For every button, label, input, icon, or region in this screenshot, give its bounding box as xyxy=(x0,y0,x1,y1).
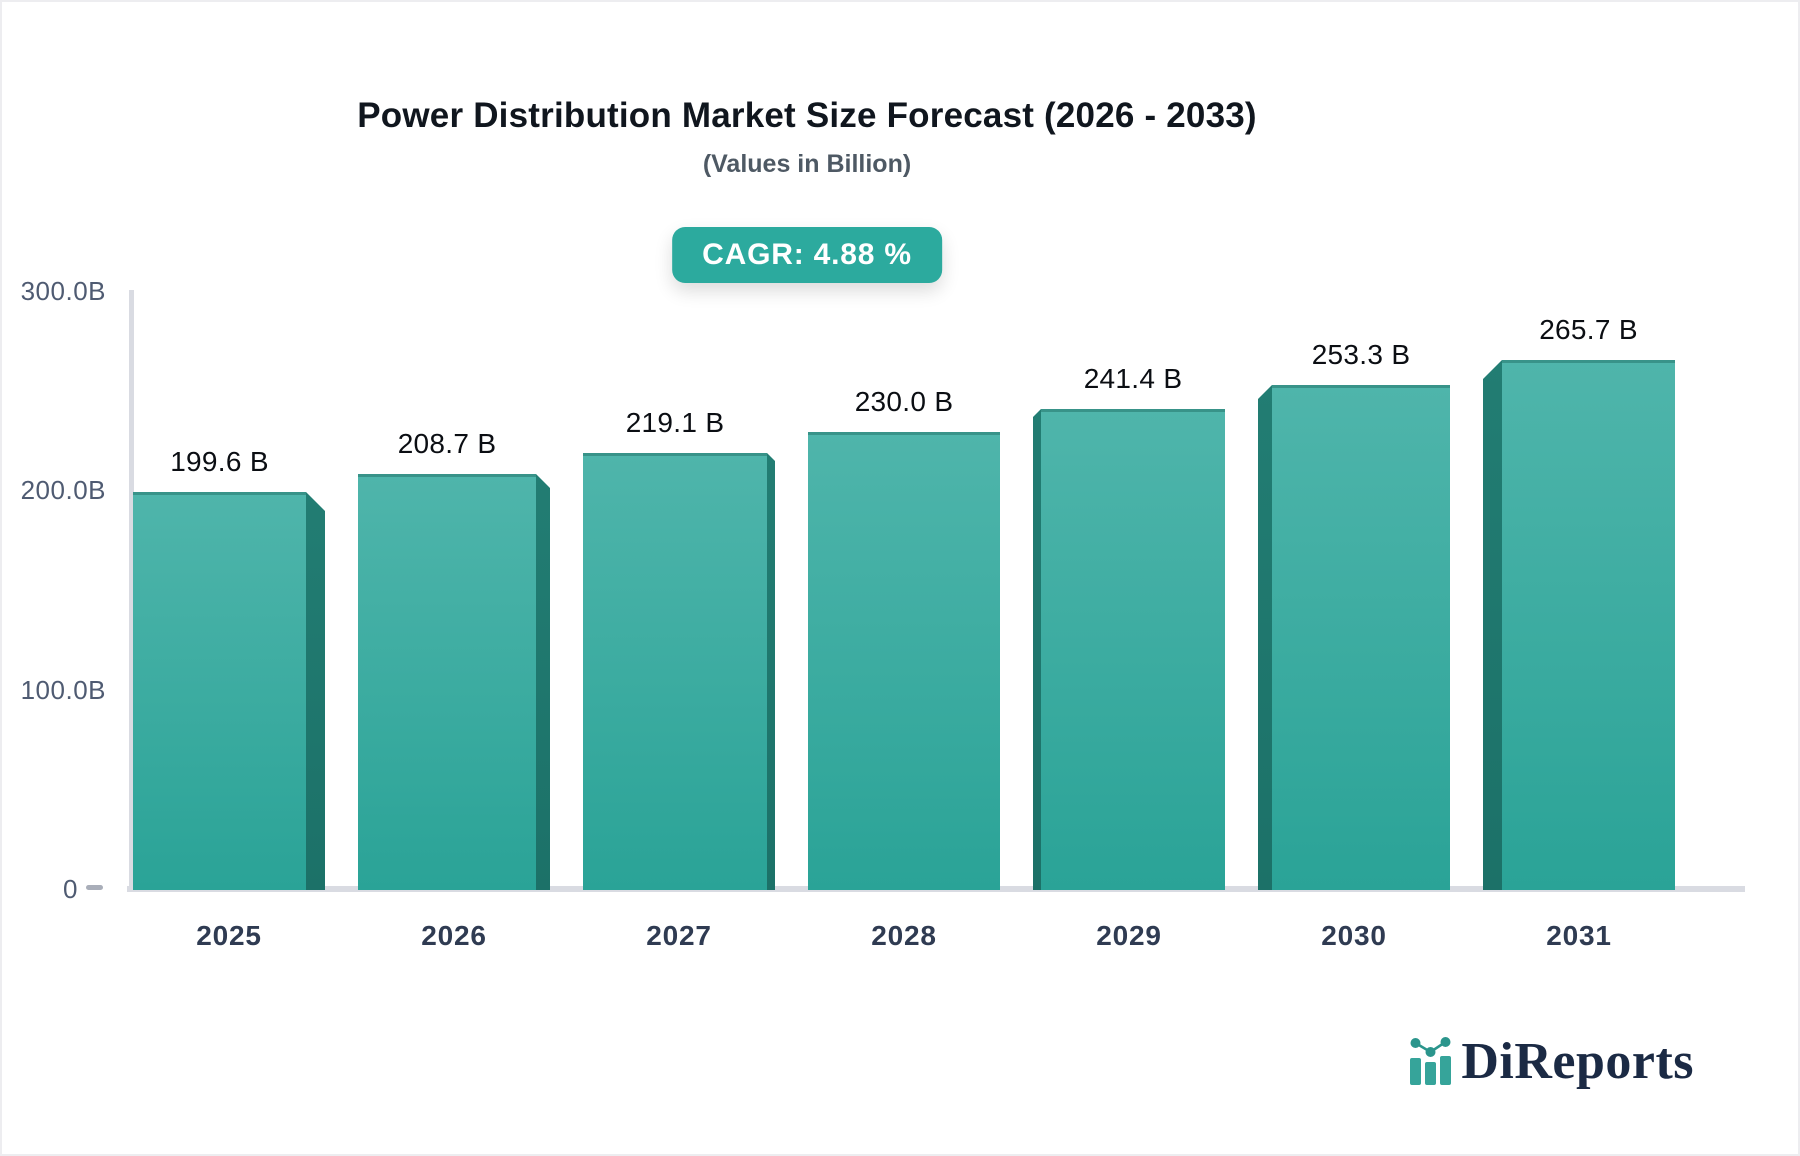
bar-front-face xyxy=(583,453,767,890)
x-axis-label: 2028 xyxy=(871,920,937,951)
bar-side-face xyxy=(767,453,775,890)
brand-name: DiReports xyxy=(1461,1032,1694,1090)
bar-2029[interactable] xyxy=(1033,409,1225,890)
bar-2030[interactable] xyxy=(1258,385,1450,890)
bar-top-edge xyxy=(583,453,767,456)
bar-top-edge xyxy=(358,474,536,477)
bar-value-label: 208.7 B xyxy=(397,428,497,459)
bar-side-face xyxy=(1483,360,1502,890)
x-axis-label: 2029 xyxy=(1096,920,1162,951)
bar-top-edge xyxy=(1272,385,1450,388)
y-axis-label: 200.0B xyxy=(20,475,106,506)
bar-2027[interactable] xyxy=(583,453,775,890)
chart-title: Power Distribution Market Size Forecast … xyxy=(357,96,1257,135)
bar-2025[interactable] xyxy=(133,492,325,890)
bar-side-face xyxy=(306,492,325,890)
x-axis-label: 2025 xyxy=(196,920,262,951)
bar-front-face xyxy=(1041,409,1225,890)
bar-2031[interactable] xyxy=(1483,360,1675,890)
bar-value-label: 253.3 B xyxy=(1311,339,1411,370)
chart-subtitle: (Values in Billion) xyxy=(702,150,912,178)
bar-front-face xyxy=(1272,385,1450,890)
zero-tick-mark xyxy=(86,885,103,890)
y-axis-label: 300.0B xyxy=(20,276,106,306)
mini-bar-chart-icon xyxy=(1410,1037,1452,1085)
y-axis-label: 100.0B xyxy=(20,674,106,705)
bar-2028[interactable] xyxy=(808,432,1000,890)
bar-front-face xyxy=(808,432,1000,890)
bar-value-label: 199.6 B xyxy=(170,446,269,477)
bar-top-edge xyxy=(1041,409,1225,412)
bar-side-face xyxy=(1033,409,1041,890)
cagr-badge: CAGR: 4.88 % xyxy=(672,227,942,283)
y-axis-line xyxy=(129,290,134,888)
x-axis-label: 2030 xyxy=(1321,920,1387,951)
bar-value-label: 219.1 B xyxy=(625,407,725,438)
x-axis-label: 2026 xyxy=(421,920,487,951)
x-axis-label: 2031 xyxy=(1546,920,1612,951)
y-axis-label: 0 xyxy=(63,874,78,904)
x-axis-label: 2027 xyxy=(646,920,712,951)
bar-front-face xyxy=(133,492,306,890)
bar-value-label: 265.7 B xyxy=(1539,314,1638,345)
bar-top-edge xyxy=(133,492,306,495)
bar-top-edge xyxy=(1502,360,1675,363)
bar-side-face xyxy=(536,474,550,890)
bar-front-face xyxy=(1502,360,1675,890)
bar-2026[interactable] xyxy=(358,474,550,890)
bar-value-label: 241.4 B xyxy=(1083,363,1183,394)
bar-top-edge xyxy=(808,432,1000,435)
bar-side-face xyxy=(1258,385,1272,890)
bar-value-label: 230.0 B xyxy=(854,386,954,417)
bar-front-face xyxy=(358,474,536,890)
brand-logo[interactable]: DiReports xyxy=(1408,1028,1694,1090)
